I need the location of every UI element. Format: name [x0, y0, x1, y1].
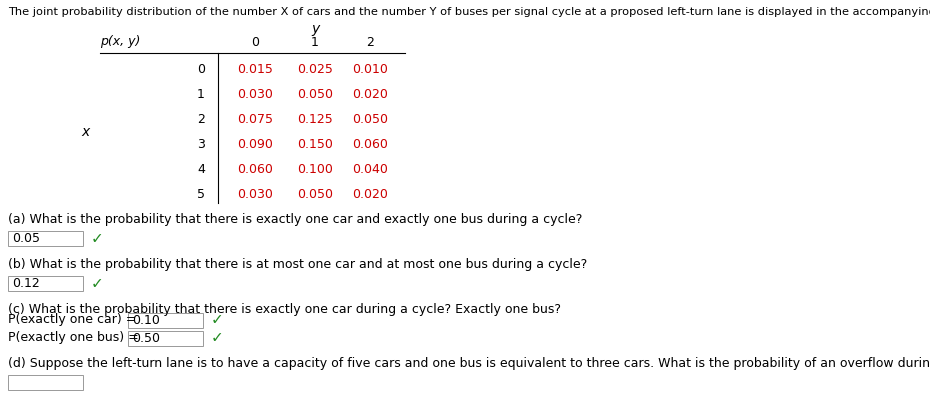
Text: (d) Suppose the left-turn lane is to have a capacity of five cars and one bus is: (d) Suppose the left-turn lane is to hav… — [8, 357, 930, 370]
Text: 0.050: 0.050 — [352, 113, 388, 126]
Text: 0.010: 0.010 — [352, 63, 388, 76]
FancyBboxPatch shape — [8, 374, 83, 389]
Text: 0.050: 0.050 — [297, 188, 333, 201]
Text: P(exactly one car) =: P(exactly one car) = — [8, 313, 137, 326]
Text: 0.020: 0.020 — [352, 88, 388, 101]
Text: 2: 2 — [197, 113, 205, 126]
Text: 0.015: 0.015 — [237, 63, 272, 76]
Text: 3: 3 — [197, 138, 205, 151]
Text: 0.040: 0.040 — [352, 163, 388, 176]
Text: (a) What is the probability that there is exactly one car and exactly one bus du: (a) What is the probability that there i… — [8, 213, 582, 226]
Text: 0: 0 — [251, 35, 259, 48]
Text: 1: 1 — [197, 88, 205, 101]
Text: (c) What is the probability that there is exactly one car during a cycle? Exactl: (c) What is the probability that there i… — [8, 303, 561, 316]
Text: 0.050: 0.050 — [297, 88, 333, 101]
FancyBboxPatch shape — [128, 330, 203, 346]
Text: y: y — [311, 22, 319, 36]
FancyBboxPatch shape — [8, 276, 83, 291]
FancyBboxPatch shape — [128, 313, 203, 328]
Text: 0.060: 0.060 — [237, 163, 272, 176]
Text: 0.020: 0.020 — [352, 188, 388, 201]
Text: 0: 0 — [197, 63, 205, 76]
Text: 0.100: 0.100 — [297, 163, 333, 176]
Text: 0.50: 0.50 — [132, 331, 160, 344]
Text: x: x — [81, 125, 89, 139]
Text: 0.090: 0.090 — [237, 138, 272, 151]
Text: 2: 2 — [366, 35, 374, 48]
Text: 0.075: 0.075 — [237, 113, 273, 126]
Text: 0.030: 0.030 — [237, 88, 272, 101]
Text: 0.125: 0.125 — [297, 113, 333, 126]
Text: ✓: ✓ — [91, 231, 104, 246]
Text: 0.150: 0.150 — [297, 138, 333, 151]
FancyBboxPatch shape — [8, 231, 83, 246]
Text: P(exactly one bus) =: P(exactly one bus) = — [8, 331, 139, 344]
Text: (b) What is the probability that there is at most one car and at most one bus du: (b) What is the probability that there i… — [8, 258, 587, 271]
Text: 0.060: 0.060 — [352, 138, 388, 151]
Text: 0.05: 0.05 — [12, 232, 40, 245]
Text: 1: 1 — [311, 35, 319, 48]
Text: The joint probability distribution of the number X of cars and the number Y of b: The joint probability distribution of th… — [8, 7, 930, 17]
Text: p(x, y): p(x, y) — [100, 35, 140, 48]
Text: 0.030: 0.030 — [237, 188, 272, 201]
Text: 0.10: 0.10 — [132, 313, 160, 326]
Text: 5: 5 — [197, 188, 205, 201]
Text: 0.025: 0.025 — [297, 63, 333, 76]
Text: 0.12: 0.12 — [12, 277, 40, 290]
Text: ✓: ✓ — [91, 276, 104, 291]
Text: ✓: ✓ — [211, 313, 224, 328]
Text: 4: 4 — [197, 163, 205, 176]
Text: ✓: ✓ — [211, 330, 224, 346]
